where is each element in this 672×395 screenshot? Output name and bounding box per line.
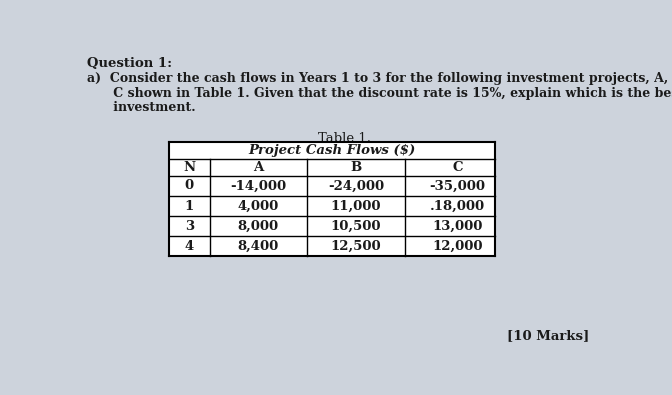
- Text: 4: 4: [185, 239, 194, 252]
- Text: 8,000: 8,000: [238, 220, 279, 233]
- Text: -35,000: -35,000: [429, 179, 486, 192]
- Text: 1: 1: [185, 199, 194, 213]
- Text: 8,400: 8,400: [238, 239, 279, 252]
- Text: C: C: [452, 161, 463, 174]
- Text: A: A: [253, 161, 263, 174]
- Text: N: N: [183, 161, 196, 174]
- Text: Question 1:: Question 1:: [87, 56, 172, 70]
- Text: a)  Consider the cash flows in Years 1 to 3 for the following investment project: a) Consider the cash flows in Years 1 to…: [87, 72, 672, 85]
- Text: B: B: [350, 161, 362, 174]
- Text: Project Cash Flows ($): Project Cash Flows ($): [249, 144, 415, 157]
- Text: 12,000: 12,000: [432, 239, 482, 252]
- Text: -24,000: -24,000: [328, 179, 384, 192]
- Text: 12,500: 12,500: [331, 239, 381, 252]
- Text: [10 Marks]: [10 Marks]: [507, 329, 589, 342]
- Bar: [169, 142, 495, 256]
- Text: investment.: investment.: [87, 101, 196, 114]
- Text: 10,500: 10,500: [331, 220, 381, 233]
- Text: .18,000: .18,000: [430, 199, 485, 213]
- Text: -14,000: -14,000: [230, 179, 286, 192]
- Text: 13,000: 13,000: [432, 220, 482, 233]
- Text: 3: 3: [185, 220, 194, 233]
- Text: 11,000: 11,000: [331, 199, 381, 213]
- Text: Table 1.: Table 1.: [318, 132, 371, 145]
- Text: 0: 0: [185, 179, 194, 192]
- Text: 4,000: 4,000: [238, 199, 279, 213]
- Text: C shown in Table 1. Given that the discount rate is 15%, explain which is the be: C shown in Table 1. Given that the disco…: [87, 87, 672, 100]
